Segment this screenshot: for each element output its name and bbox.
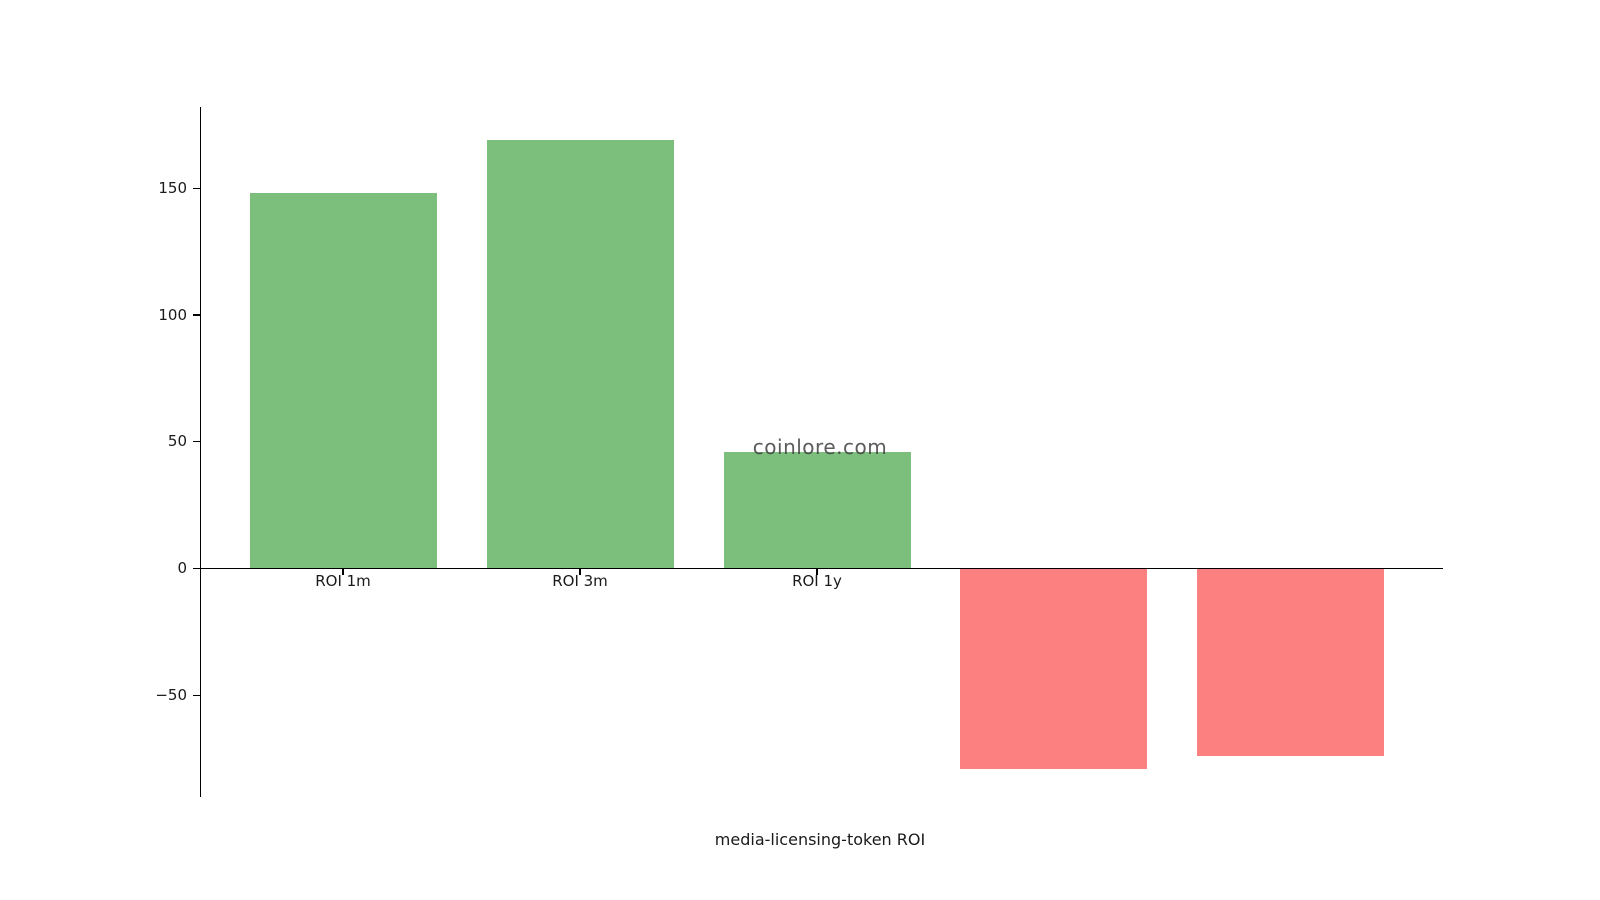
y-tick-label: 0 [177,559,187,578]
x-axis-zero-line [201,568,1443,570]
bar-2 [486,139,674,569]
y-tick-mark [192,314,200,316]
x-tick-mark [579,568,581,576]
y-tick-label: 50 [167,432,187,451]
bar-1 [249,193,437,569]
bar-5 [1196,568,1384,757]
x-tick-mark [342,568,344,576]
x-tick-label: ROI 3m [552,571,608,590]
bar-4 [960,568,1147,770]
y-tick-mark [192,441,200,443]
y-tick-mark [192,568,200,570]
bar-3 [723,452,911,569]
x-tick-label: ROI 1m [315,571,371,590]
y-tick-mark [192,694,200,697]
chart-title: media-licensing-token ROI [714,830,926,849]
watermark-text: coinlore.com [752,435,888,459]
y-axis-spine [199,107,201,797]
y-tick-label: 100 [158,305,187,324]
y-tick-mark [192,187,200,189]
y-tick-label: −50 [155,686,187,705]
x-tick-label: ROI 1y [792,571,842,590]
y-tick-label: 150 [158,178,187,197]
x-tick-mark [816,568,818,576]
